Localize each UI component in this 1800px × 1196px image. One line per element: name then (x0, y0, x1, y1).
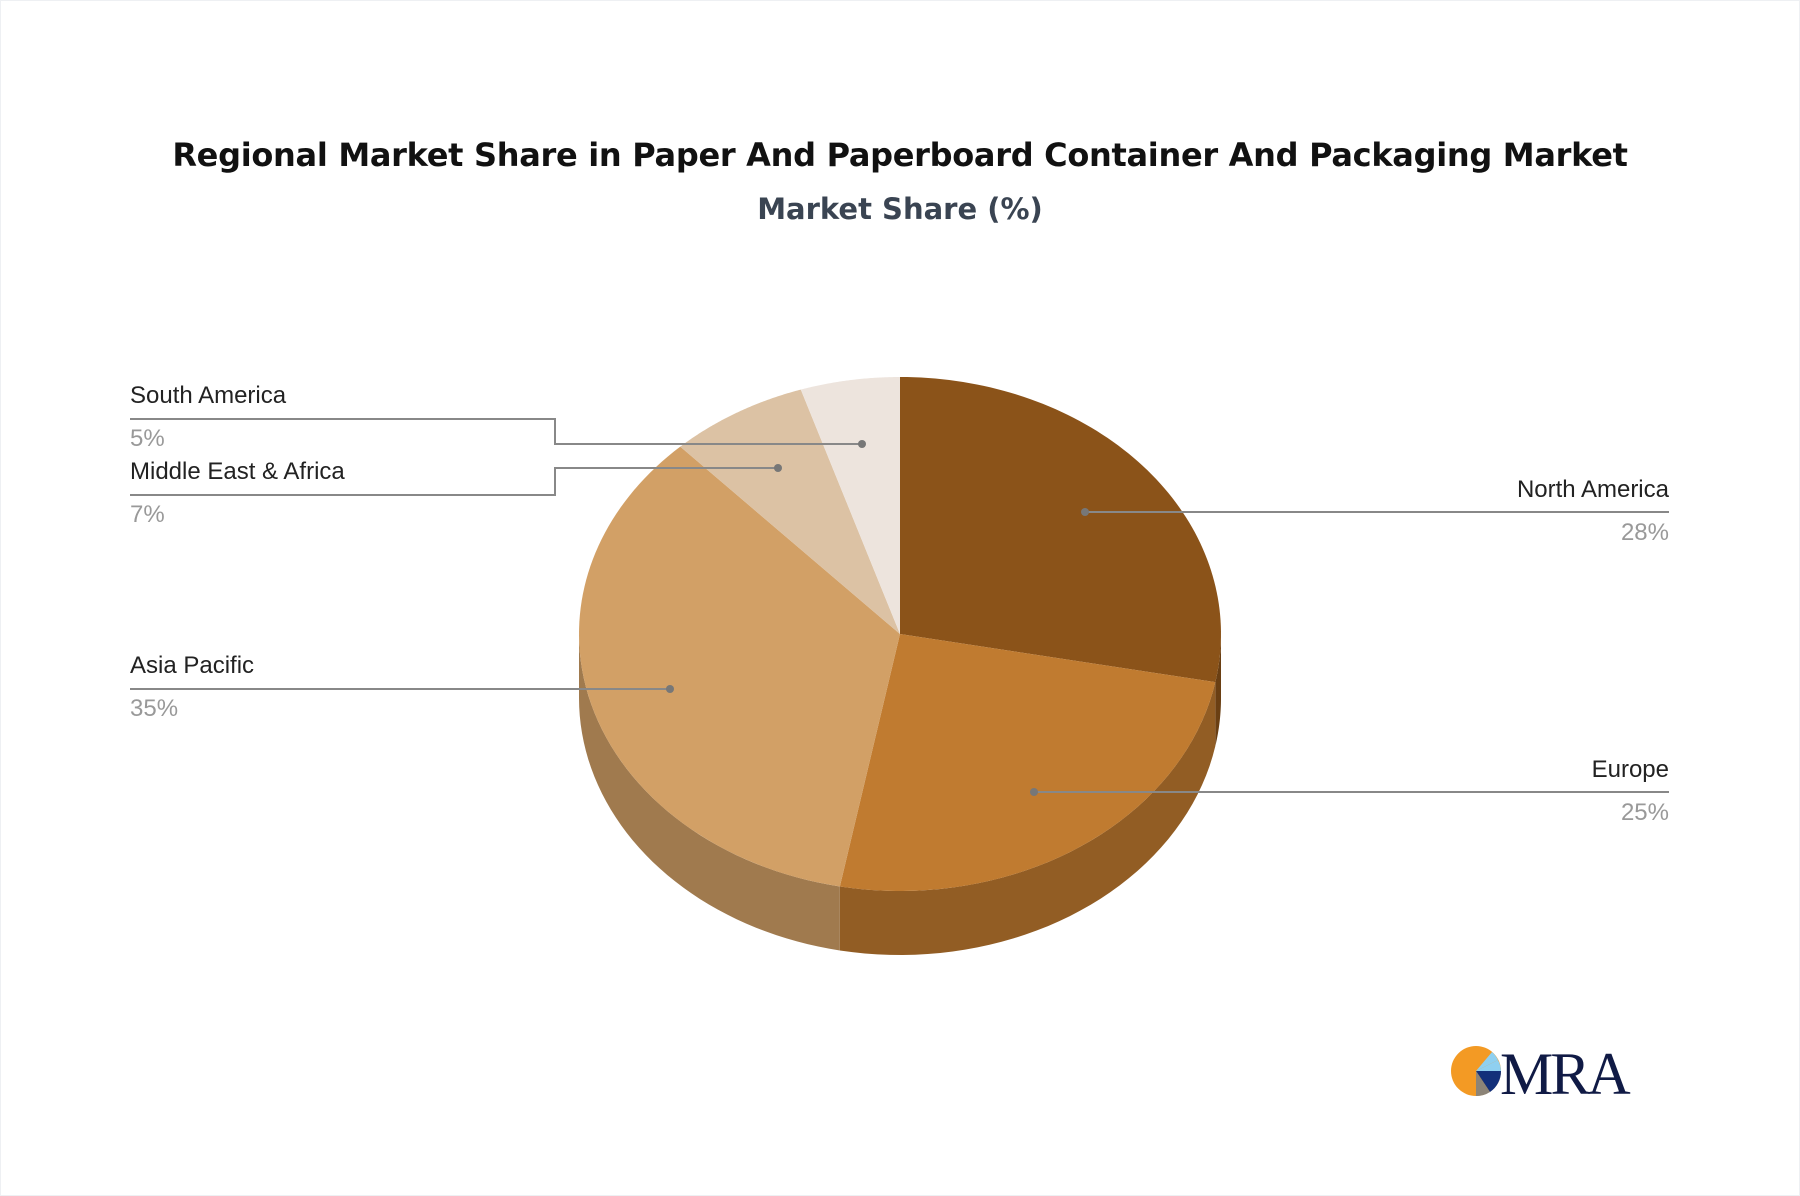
leader-dot-north-america (1081, 508, 1089, 516)
pie-slice-europe[interactable] (839, 634, 1216, 891)
label-middle-east-africa: Middle East & Africa (130, 458, 345, 485)
pie-side-north-america (1215, 634, 1221, 747)
pct-south-america: 5% (130, 425, 165, 452)
label-south-america: South America (130, 382, 287, 409)
pct-north-america: 28% (1620, 519, 1669, 546)
pie-side-asia-pacific (579, 634, 840, 951)
leader-dot-middle-east-africa (774, 464, 782, 472)
label-north-america: North America (1516, 476, 1669, 503)
pie-slice-north-america[interactable] (900, 377, 1221, 683)
mra-logo: MRA (1448, 1040, 1648, 1102)
leader-dot-europe (1030, 788, 1038, 796)
pie-side-europe (839, 682, 1216, 955)
leader-line-middle-east-africa (130, 467, 778, 496)
pie-slice-south-america[interactable] (800, 377, 900, 634)
label-asia-pacific: Asia Pacific (130, 652, 255, 679)
leader-line-south-america (130, 418, 862, 445)
pct-asia-pacific: 35% (130, 695, 179, 722)
svg-text:MRA: MRA (1500, 1041, 1630, 1102)
chart-title: Regional Market Share in Paper And Paper… (172, 136, 1628, 174)
chart-subtitle: Market Share (%) (757, 192, 1043, 226)
pie-slice-middle-east-africa[interactable] (680, 389, 900, 634)
pie-slice-asia-pacific[interactable] (579, 446, 900, 887)
leader-dot-asia-pacific (666, 685, 674, 693)
label-europe: Europe (1591, 756, 1669, 783)
pct-middle-east-africa: 7% (130, 501, 165, 528)
leader-dot-south-america (858, 440, 866, 448)
pct-europe: 25% (1620, 799, 1669, 826)
